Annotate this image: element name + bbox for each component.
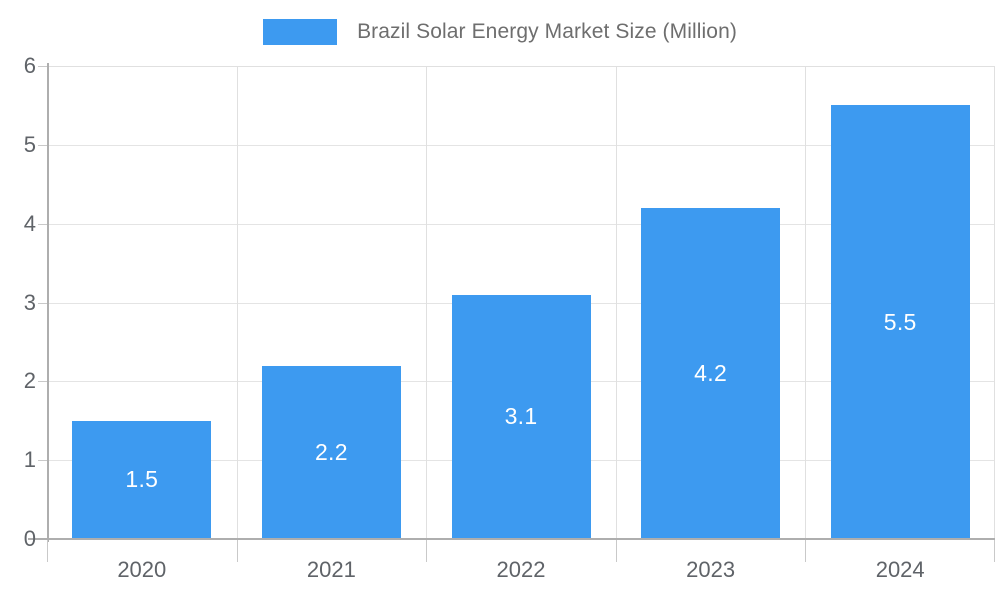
- gridline-x-2: [426, 66, 428, 539]
- bar-2023[interactable]: 4.2: [641, 207, 781, 539]
- xtick-4: [805, 540, 807, 562]
- y-axis-labels: 0 1 2 3 4 5 6: [0, 0, 36, 600]
- bar-2021[interactable]: 2.2: [261, 365, 401, 539]
- y-tick-label-1: 1: [23, 447, 36, 473]
- y-tick-label-2: 2: [23, 368, 36, 394]
- ytick-3: [38, 302, 47, 304]
- gridline-y-5: [47, 144, 995, 146]
- bar-value-label: 5.5: [883, 308, 917, 335]
- ytick-2: [38, 381, 47, 383]
- bar-value-label: 4.2: [694, 359, 728, 386]
- gridline-x-3: [615, 66, 617, 539]
- bar-2020[interactable]: 1.5: [72, 420, 212, 539]
- x-tick-label-2024: 2024: [875, 557, 925, 582]
- y-tick-label-0: 0: [23, 526, 36, 551]
- gridline-x-5: [994, 66, 995, 539]
- xtick-1: [236, 540, 238, 562]
- bar-value-label: 3.1: [504, 403, 538, 430]
- x-tick-label-2020: 2020: [117, 557, 167, 582]
- y-tick-label-5: 5: [23, 131, 36, 157]
- x-tick-label-2022: 2022: [496, 557, 546, 582]
- bar-value-label: 1.5: [125, 466, 159, 493]
- xtick-0: [47, 540, 48, 562]
- gridline-x-4: [805, 66, 807, 539]
- gridline-y-6: [47, 66, 995, 67]
- legend-item-series-0[interactable]: Brazil Solar Energy Market Size (Million…: [263, 19, 737, 45]
- y-tick-label-4: 4: [23, 210, 36, 236]
- legend-item-label: Brazil Solar Energy Market Size (Million…: [357, 20, 737, 43]
- plot-area: 1.5 2.2 3.1 4.2 5.5: [38, 66, 995, 540]
- xtick-5: [994, 540, 995, 562]
- legend-swatch-icon: [263, 19, 338, 45]
- bar-value-label: 2.2: [314, 438, 348, 465]
- x-tick-label-2023: 2023: [686, 557, 736, 582]
- y-tick-label-3: 3: [23, 289, 36, 315]
- y-tick-label-6: 6: [23, 53, 36, 78]
- gridline-x-1: [236, 66, 238, 539]
- bar-2022[interactable]: 3.1: [451, 294, 591, 539]
- y-axis-line: [47, 63, 49, 542]
- xtick-3: [615, 540, 617, 562]
- x-tick-label-2021: 2021: [306, 557, 356, 582]
- bar-2024[interactable]: 5.5: [830, 105, 970, 539]
- x-axis-line: [28, 538, 995, 540]
- xtick-2: [426, 540, 428, 562]
- chart-legend: Brazil Solar Energy Market Size (Million…: [0, 10, 1000, 54]
- ytick-4: [38, 223, 47, 225]
- ytick-5: [38, 144, 47, 146]
- ytick-6: [38, 66, 47, 67]
- gridline-y-4: [47, 223, 995, 225]
- ytick-1: [38, 460, 47, 462]
